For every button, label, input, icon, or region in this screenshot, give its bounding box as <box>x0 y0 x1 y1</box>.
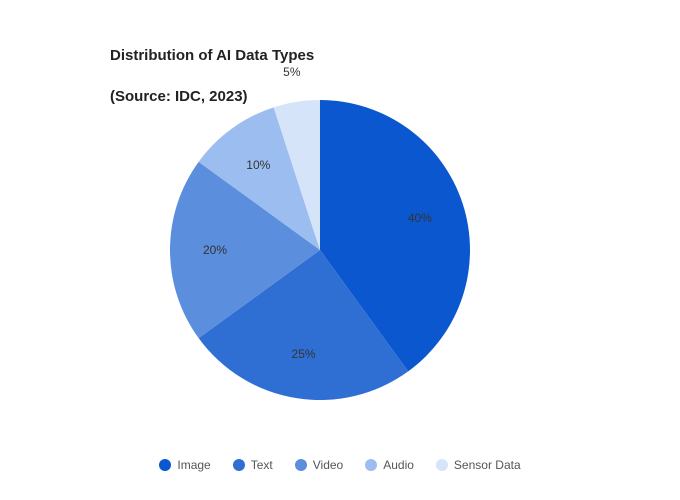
legend-swatch-icon <box>365 459 377 471</box>
legend-swatch-icon <box>436 459 448 471</box>
slice-label-image: 40% <box>408 211 432 225</box>
legend-swatch-icon <box>233 459 245 471</box>
slice-label-sensor-data: 5% <box>283 65 300 79</box>
legend-label: Video <box>313 458 343 472</box>
legend-swatch-icon <box>295 459 307 471</box>
legend-swatch-icon <box>159 459 171 471</box>
legend-label: Sensor Data <box>454 458 521 472</box>
pie-chart <box>0 0 680 500</box>
legend-item-video: Video <box>295 458 343 472</box>
legend-label: Text <box>251 458 273 472</box>
slice-label-audio: 10% <box>246 158 270 172</box>
legend-label: Image <box>177 458 210 472</box>
chart-legend: Image Text Video Audio Sensor Data <box>0 458 680 472</box>
legend-item-text: Text <box>233 458 273 472</box>
slice-label-video: 20% <box>203 243 227 257</box>
legend-item-audio: Audio <box>365 458 414 472</box>
slice-label-text: 25% <box>292 347 316 361</box>
legend-item-sensor-data: Sensor Data <box>436 458 521 472</box>
legend-label: Audio <box>383 458 414 472</box>
legend-item-image: Image <box>159 458 210 472</box>
